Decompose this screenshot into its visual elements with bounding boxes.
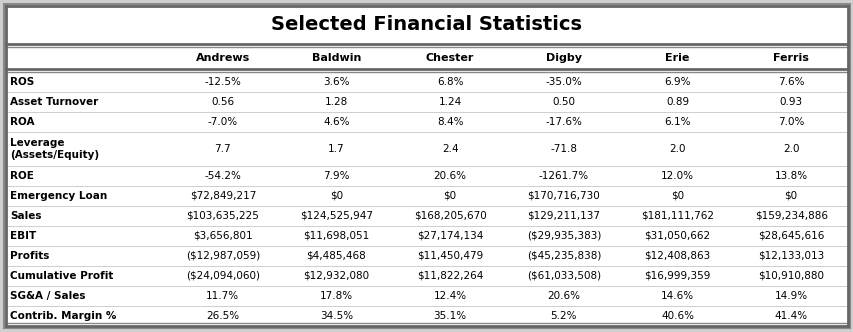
Text: 3.6%: 3.6% bbox=[322, 77, 350, 87]
Text: 2.0: 2.0 bbox=[782, 144, 798, 154]
Text: $181,111,762: $181,111,762 bbox=[641, 211, 713, 221]
Text: 7.0%: 7.0% bbox=[777, 117, 804, 127]
Text: EBIT: EBIT bbox=[10, 231, 36, 241]
Text: 1.7: 1.7 bbox=[328, 144, 345, 154]
Text: $28,645,616: $28,645,616 bbox=[757, 231, 823, 241]
Text: Leverage
(Assets/Equity): Leverage (Assets/Equity) bbox=[10, 138, 99, 160]
Text: Andrews: Andrews bbox=[195, 53, 250, 63]
Text: -35.0%: -35.0% bbox=[545, 77, 582, 87]
Text: 0.50: 0.50 bbox=[552, 97, 575, 107]
Text: 0.56: 0.56 bbox=[211, 97, 234, 107]
Text: 7.9%: 7.9% bbox=[322, 171, 350, 181]
Text: Selected Financial Statistics: Selected Financial Statistics bbox=[271, 16, 582, 35]
Text: $0: $0 bbox=[784, 191, 797, 201]
Text: 26.5%: 26.5% bbox=[206, 311, 239, 321]
Text: $168,205,670: $168,205,670 bbox=[414, 211, 486, 221]
Text: Erie: Erie bbox=[664, 53, 689, 63]
Text: 20.6%: 20.6% bbox=[547, 291, 580, 301]
Text: 11.7%: 11.7% bbox=[206, 291, 239, 301]
Text: $129,211,137: $129,211,137 bbox=[526, 211, 600, 221]
Text: ($45,235,838): ($45,235,838) bbox=[526, 251, 601, 261]
Text: 5.2%: 5.2% bbox=[550, 311, 577, 321]
Text: $27,174,134: $27,174,134 bbox=[416, 231, 483, 241]
Text: $11,698,051: $11,698,051 bbox=[303, 231, 369, 241]
Text: $170,716,730: $170,716,730 bbox=[527, 191, 600, 201]
Text: Chester: Chester bbox=[426, 53, 473, 63]
Text: Asset Turnover: Asset Turnover bbox=[10, 97, 98, 107]
Text: 14.9%: 14.9% bbox=[774, 291, 807, 301]
Text: -17.6%: -17.6% bbox=[545, 117, 582, 127]
Text: $159,234,886: $159,234,886 bbox=[754, 211, 827, 221]
Text: $103,635,225: $103,635,225 bbox=[186, 211, 259, 221]
Text: 12.0%: 12.0% bbox=[660, 171, 693, 181]
Text: $72,849,217: $72,849,217 bbox=[189, 191, 256, 201]
Text: 34.5%: 34.5% bbox=[320, 311, 352, 321]
Text: 35.1%: 35.1% bbox=[433, 311, 467, 321]
Text: $12,932,080: $12,932,080 bbox=[303, 271, 369, 281]
Text: $0: $0 bbox=[670, 191, 683, 201]
Text: Digby: Digby bbox=[545, 53, 581, 63]
Text: 6.8%: 6.8% bbox=[437, 77, 463, 87]
Text: 2.0: 2.0 bbox=[669, 144, 685, 154]
Text: ($29,935,383): ($29,935,383) bbox=[526, 231, 601, 241]
Text: 0.89: 0.89 bbox=[665, 97, 688, 107]
Text: Profits: Profits bbox=[10, 251, 49, 261]
Text: Baldwin: Baldwin bbox=[311, 53, 361, 63]
Text: $4,485,468: $4,485,468 bbox=[306, 251, 366, 261]
Text: -71.8: -71.8 bbox=[549, 144, 577, 154]
Text: 20.6%: 20.6% bbox=[433, 171, 466, 181]
Text: 2.4: 2.4 bbox=[441, 144, 458, 154]
Text: 41.4%: 41.4% bbox=[774, 311, 807, 321]
Text: 6.9%: 6.9% bbox=[664, 77, 690, 87]
Text: ($61,033,508): ($61,033,508) bbox=[526, 271, 601, 281]
Text: Sales: Sales bbox=[10, 211, 42, 221]
Text: -54.2%: -54.2% bbox=[204, 171, 241, 181]
Text: -7.0%: -7.0% bbox=[207, 117, 238, 127]
Text: $0: $0 bbox=[443, 191, 456, 201]
Text: $12,408,863: $12,408,863 bbox=[644, 251, 710, 261]
Text: ($24,094,060): ($24,094,060) bbox=[186, 271, 259, 281]
Text: ROS: ROS bbox=[10, 77, 34, 87]
Text: 7.7: 7.7 bbox=[214, 144, 231, 154]
Text: Ferris: Ferris bbox=[772, 53, 808, 63]
Text: $12,133,013: $12,133,013 bbox=[757, 251, 823, 261]
Text: 1.24: 1.24 bbox=[438, 97, 461, 107]
Text: Contrib. Margin %: Contrib. Margin % bbox=[10, 311, 116, 321]
Text: 1.28: 1.28 bbox=[324, 97, 348, 107]
Text: $3,656,801: $3,656,801 bbox=[193, 231, 252, 241]
Text: $10,910,880: $10,910,880 bbox=[757, 271, 823, 281]
Text: ($12,987,059): ($12,987,059) bbox=[185, 251, 259, 261]
Text: 17.8%: 17.8% bbox=[320, 291, 352, 301]
Text: Cumulative Profit: Cumulative Profit bbox=[10, 271, 113, 281]
Text: 0.93: 0.93 bbox=[779, 97, 802, 107]
Text: $11,822,264: $11,822,264 bbox=[416, 271, 483, 281]
Text: $0: $0 bbox=[329, 191, 343, 201]
Text: $31,050,662: $31,050,662 bbox=[644, 231, 710, 241]
Text: 6.1%: 6.1% bbox=[664, 117, 690, 127]
Text: 7.6%: 7.6% bbox=[777, 77, 804, 87]
Text: $16,999,359: $16,999,359 bbox=[643, 271, 710, 281]
Text: $124,525,947: $124,525,947 bbox=[299, 211, 373, 221]
Text: 4.6%: 4.6% bbox=[322, 117, 350, 127]
Text: ROE: ROE bbox=[10, 171, 34, 181]
Text: Emergency Loan: Emergency Loan bbox=[10, 191, 107, 201]
Text: 8.4%: 8.4% bbox=[437, 117, 463, 127]
Text: -1261.7%: -1261.7% bbox=[538, 171, 589, 181]
Text: SG&A / Sales: SG&A / Sales bbox=[10, 291, 85, 301]
Text: -12.5%: -12.5% bbox=[204, 77, 241, 87]
Text: 14.6%: 14.6% bbox=[660, 291, 693, 301]
Text: 40.6%: 40.6% bbox=[660, 311, 693, 321]
Text: 12.4%: 12.4% bbox=[433, 291, 467, 301]
Text: 13.8%: 13.8% bbox=[774, 171, 807, 181]
Text: ROA: ROA bbox=[10, 117, 34, 127]
Text: $11,450,479: $11,450,479 bbox=[416, 251, 483, 261]
